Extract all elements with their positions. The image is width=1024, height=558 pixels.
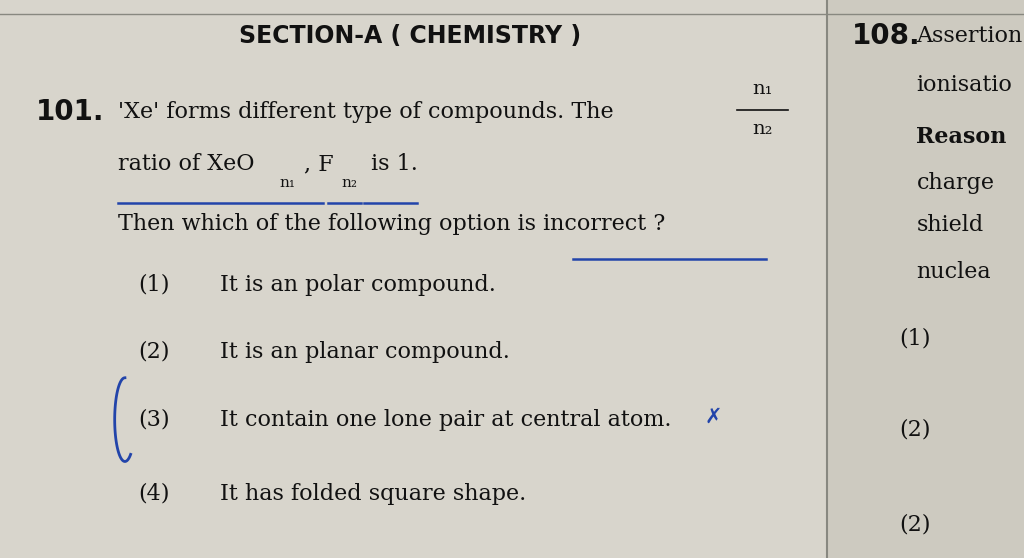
- Text: (1): (1): [138, 273, 170, 296]
- Text: (2): (2): [899, 513, 931, 536]
- Text: It has folded square shape.: It has folded square shape.: [220, 483, 526, 505]
- Text: n₂: n₂: [753, 121, 773, 138]
- Text: ionisatio: ionisatio: [916, 74, 1013, 96]
- Text: Assertion: Assertion: [916, 25, 1023, 47]
- Text: It contain one lone pair at central atom.: It contain one lone pair at central atom…: [220, 408, 672, 431]
- Text: n₁: n₁: [280, 176, 296, 190]
- Text: Then which of the following option is incorrect ?: Then which of the following option is in…: [118, 213, 665, 235]
- Text: SECTION-A ( CHEMISTRY ): SECTION-A ( CHEMISTRY ): [239, 24, 581, 49]
- Text: shield: shield: [916, 214, 984, 237]
- Text: nuclea: nuclea: [916, 261, 991, 283]
- Text: (3): (3): [138, 408, 170, 431]
- Text: 108.: 108.: [852, 22, 921, 50]
- Text: ✗: ✗: [705, 407, 722, 427]
- Bar: [827, 0, 1024, 558]
- Text: 'Xe' forms different type of compounds. The: 'Xe' forms different type of compounds. …: [118, 100, 613, 123]
- Text: is 1.: is 1.: [364, 153, 418, 175]
- Text: 101.: 101.: [36, 98, 104, 126]
- Text: (4): (4): [138, 483, 170, 505]
- Text: , F: , F: [304, 153, 334, 175]
- Text: Reason: Reason: [916, 126, 1007, 148]
- Text: n₁: n₁: [753, 80, 773, 98]
- Bar: [0, 0, 827, 558]
- Text: charge: charge: [916, 172, 994, 194]
- Text: It is an polar compound.: It is an polar compound.: [220, 273, 496, 296]
- Text: n₂: n₂: [341, 176, 357, 190]
- Text: It is an planar compound.: It is an planar compound.: [220, 340, 510, 363]
- Text: (1): (1): [899, 328, 931, 350]
- Text: (2): (2): [899, 418, 931, 441]
- Text: ratio of XeO: ratio of XeO: [118, 153, 254, 175]
- Text: (2): (2): [138, 340, 170, 363]
